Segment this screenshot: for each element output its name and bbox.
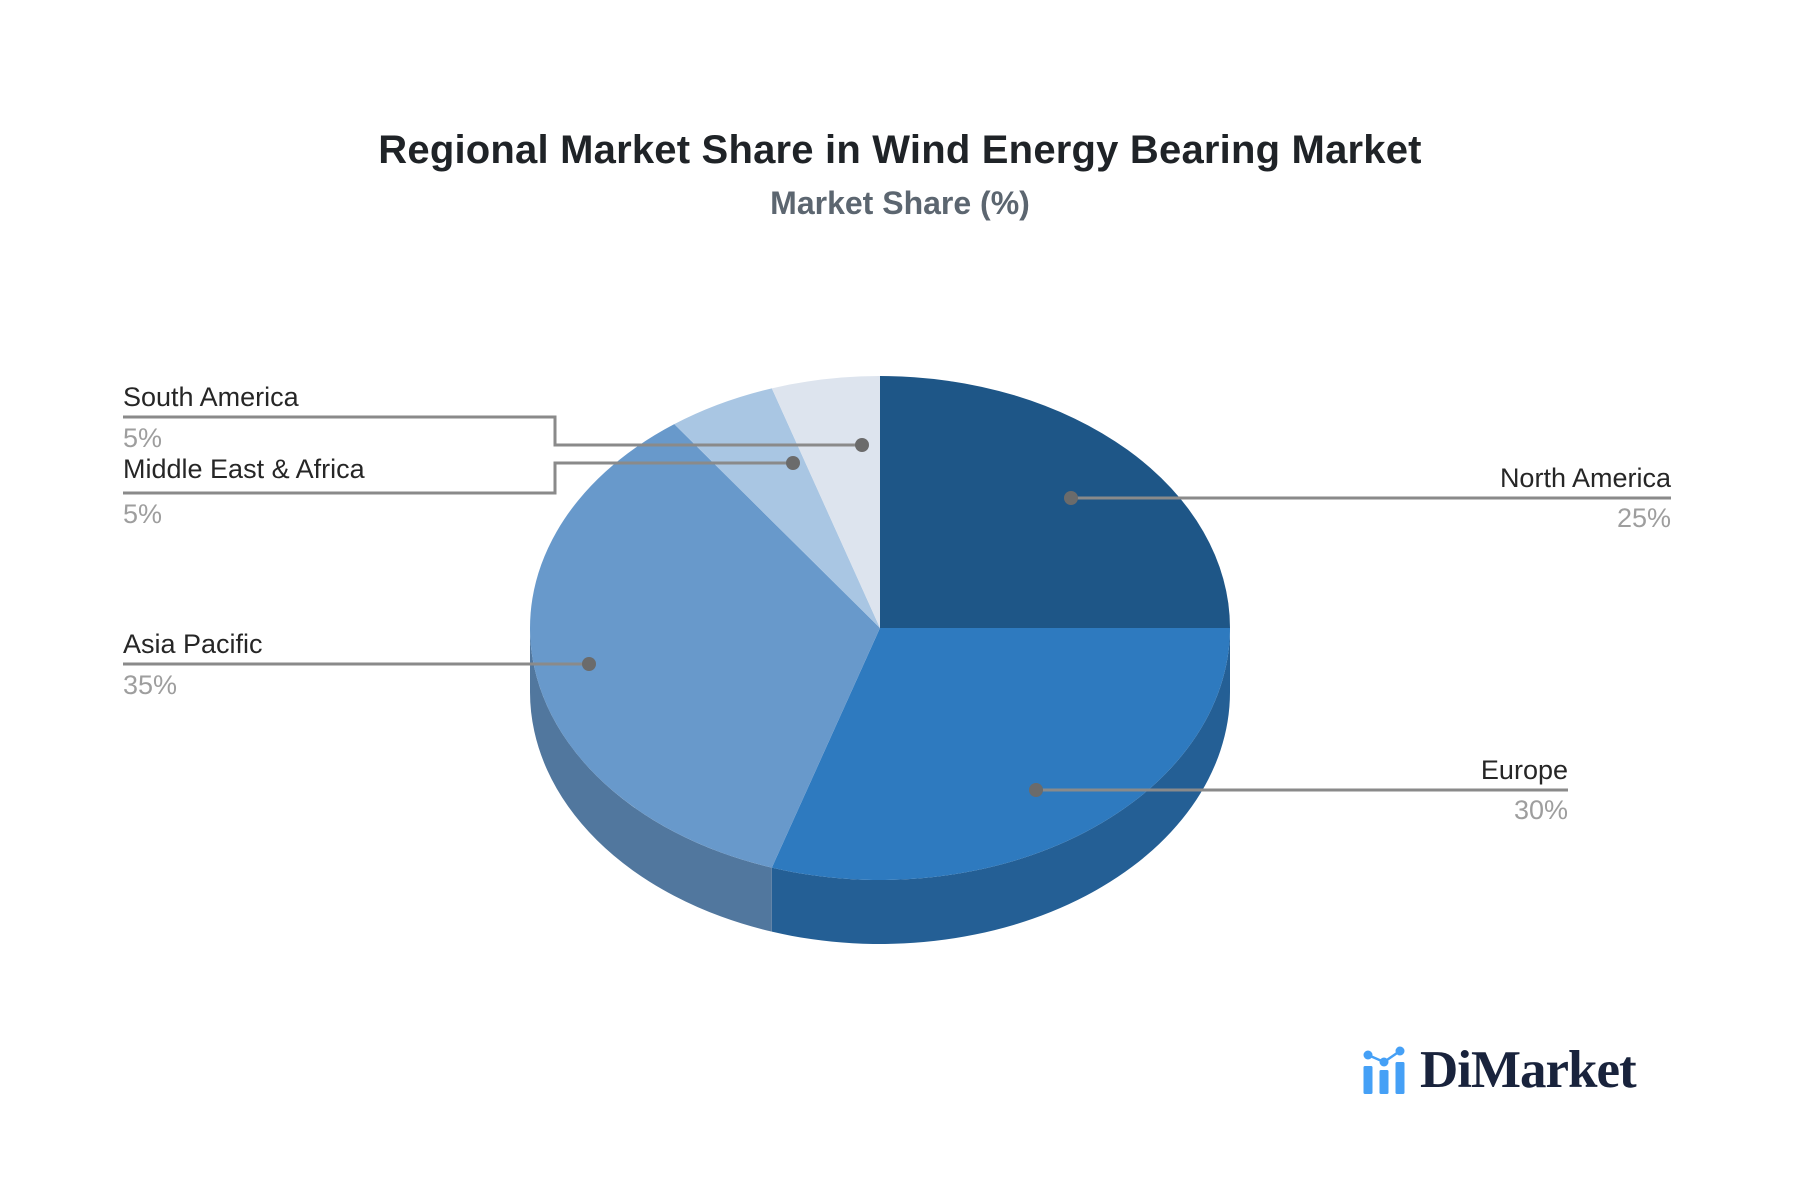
leader-dot-south-america [855, 438, 869, 452]
pie-slice-asia-pacific[interactable] [529, 424, 880, 868]
leader-line-south-america [123, 415, 862, 447]
slice-label-middle-east-africa-value: 5% [123, 499, 163, 529]
brand-logo-text: DiMarket [1420, 1041, 1637, 1099]
leader-dot-middle-east-africa [786, 456, 800, 470]
slice-label-asia-pacific-name[interactable]: Asia Pacific [123, 629, 263, 659]
leader-dot-asia-pacific [582, 657, 596, 671]
pie-slice-europe[interactable] [771, 628, 1230, 881]
pie-slice-north-america[interactable] [880, 376, 1230, 628]
pie-slice-rim-asia-pacific [530, 628, 772, 932]
slice-label-europe-name[interactable]: Europe [1480, 755, 1568, 785]
leader-line-middle-east-africa [123, 461, 793, 495]
chart-subtitle: Market Share (%) [770, 185, 1030, 221]
slice-label-middle-east-africa-name[interactable]: Middle East & Africa [123, 454, 365, 484]
slice-label-south-america-value: 5% [123, 423, 163, 453]
chart-title: Regional Market Share in Wind Energy Bea… [378, 128, 1422, 172]
bar-line-chart-icon [1363, 1046, 1405, 1094]
slice-label-europe-value: 30% [1513, 795, 1568, 825]
leader-dot-europe [1029, 783, 1043, 797]
slice-label-north-america-name[interactable]: North America [1499, 463, 1671, 493]
pie-slice-middle-east-africa[interactable] [674, 388, 880, 628]
slice-label-north-america-value: 25% [1616, 503, 1671, 533]
leader-dot-north-america [1064, 491, 1078, 505]
slice-label-asia-pacific-value: 35% [123, 670, 178, 700]
pie-slice-rim-europe [771, 628, 1230, 944]
slice-label-south-america-name[interactable]: South America [123, 382, 299, 412]
pie-slice-south-america[interactable] [771, 376, 880, 628]
